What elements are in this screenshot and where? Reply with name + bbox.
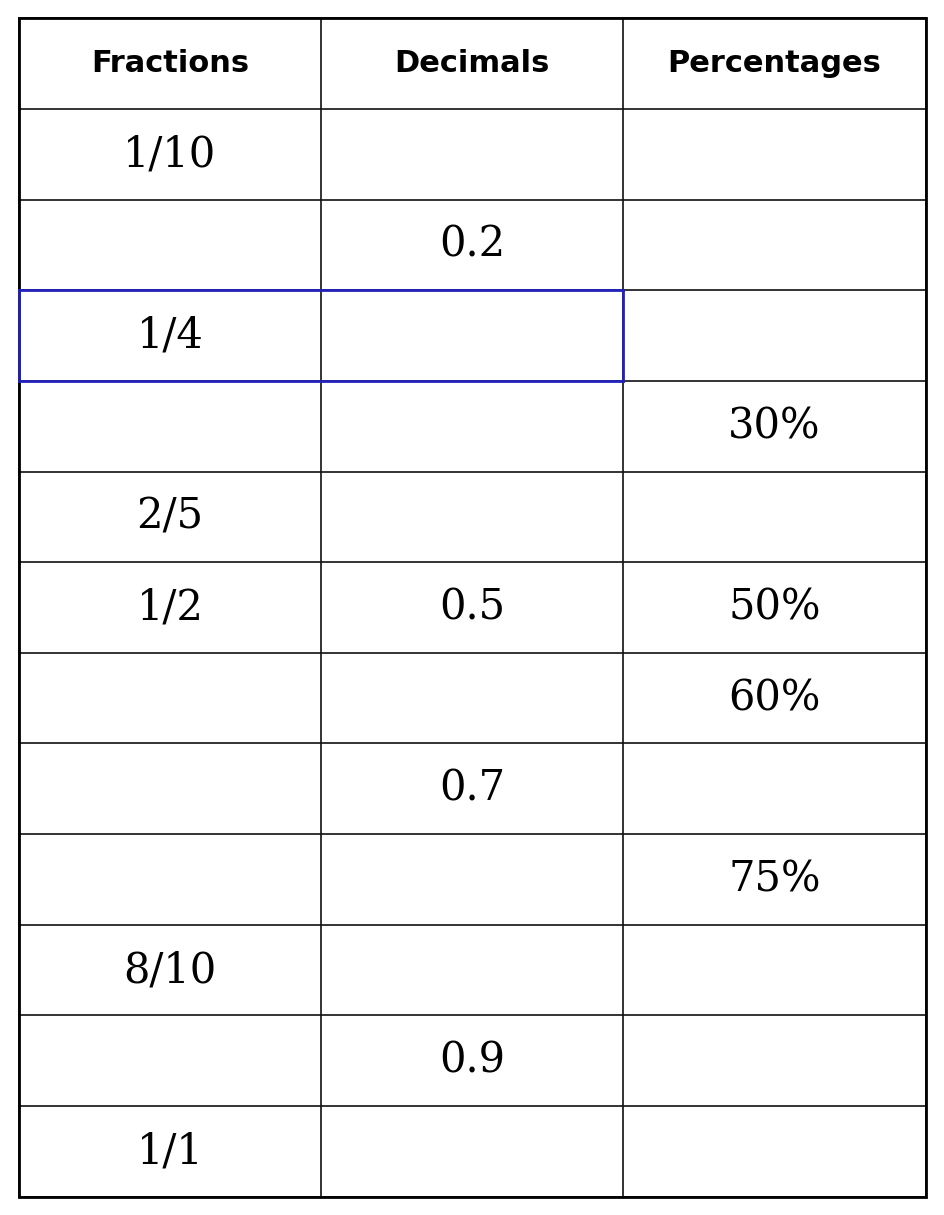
Bar [622,18,925,109]
Text: 1/4: 1/4 [136,315,203,356]
Text: 1/2: 1/2 [136,587,203,628]
Bar [622,1106,925,1197]
Text: 50%: 50% [728,587,820,628]
Bar [622,744,925,835]
Bar [321,380,622,471]
Bar [622,652,925,744]
Bar [19,199,321,290]
Bar [321,1106,622,1197]
Bar [19,380,321,471]
Text: Decimals: Decimals [394,49,549,78]
Bar [622,835,925,925]
Bar [19,652,321,744]
Bar [321,18,622,109]
Text: 0.2: 0.2 [438,224,505,266]
Bar [19,1016,321,1106]
Bar [19,18,321,109]
Bar [19,925,321,1016]
Bar [622,109,925,199]
Bar [321,1016,622,1106]
Bar [622,925,925,1016]
Bar [321,290,622,380]
Bar [321,563,622,652]
Bar [19,563,321,652]
Text: 2/5: 2/5 [136,496,203,538]
Bar [622,290,925,380]
Text: 60%: 60% [728,677,820,719]
Bar [321,109,622,199]
Bar [321,199,622,290]
Bar [19,1106,321,1197]
Text: 30%: 30% [728,405,820,447]
Bar [321,835,622,925]
Text: 0.9: 0.9 [439,1040,504,1081]
Text: 1/10: 1/10 [124,134,216,175]
Bar [19,744,321,835]
Text: Percentages: Percentages [667,49,881,78]
Bar [321,925,622,1016]
Bar [321,471,622,563]
Text: 75%: 75% [728,859,820,900]
Bar [622,380,925,471]
Text: 1/1: 1/1 [137,1130,203,1172]
Text: 0.5: 0.5 [439,587,505,628]
Text: 0.7: 0.7 [439,768,505,810]
Bar [622,563,925,652]
Bar [321,652,622,744]
Bar [622,199,925,290]
Bar [19,835,321,925]
Bar [622,1016,925,1106]
Bar [622,471,925,563]
Bar [19,109,321,199]
Bar [19,471,321,563]
Text: 8/10: 8/10 [124,949,216,991]
Text: Fractions: Fractions [91,49,249,78]
Bar [321,744,622,835]
Bar [19,290,321,380]
